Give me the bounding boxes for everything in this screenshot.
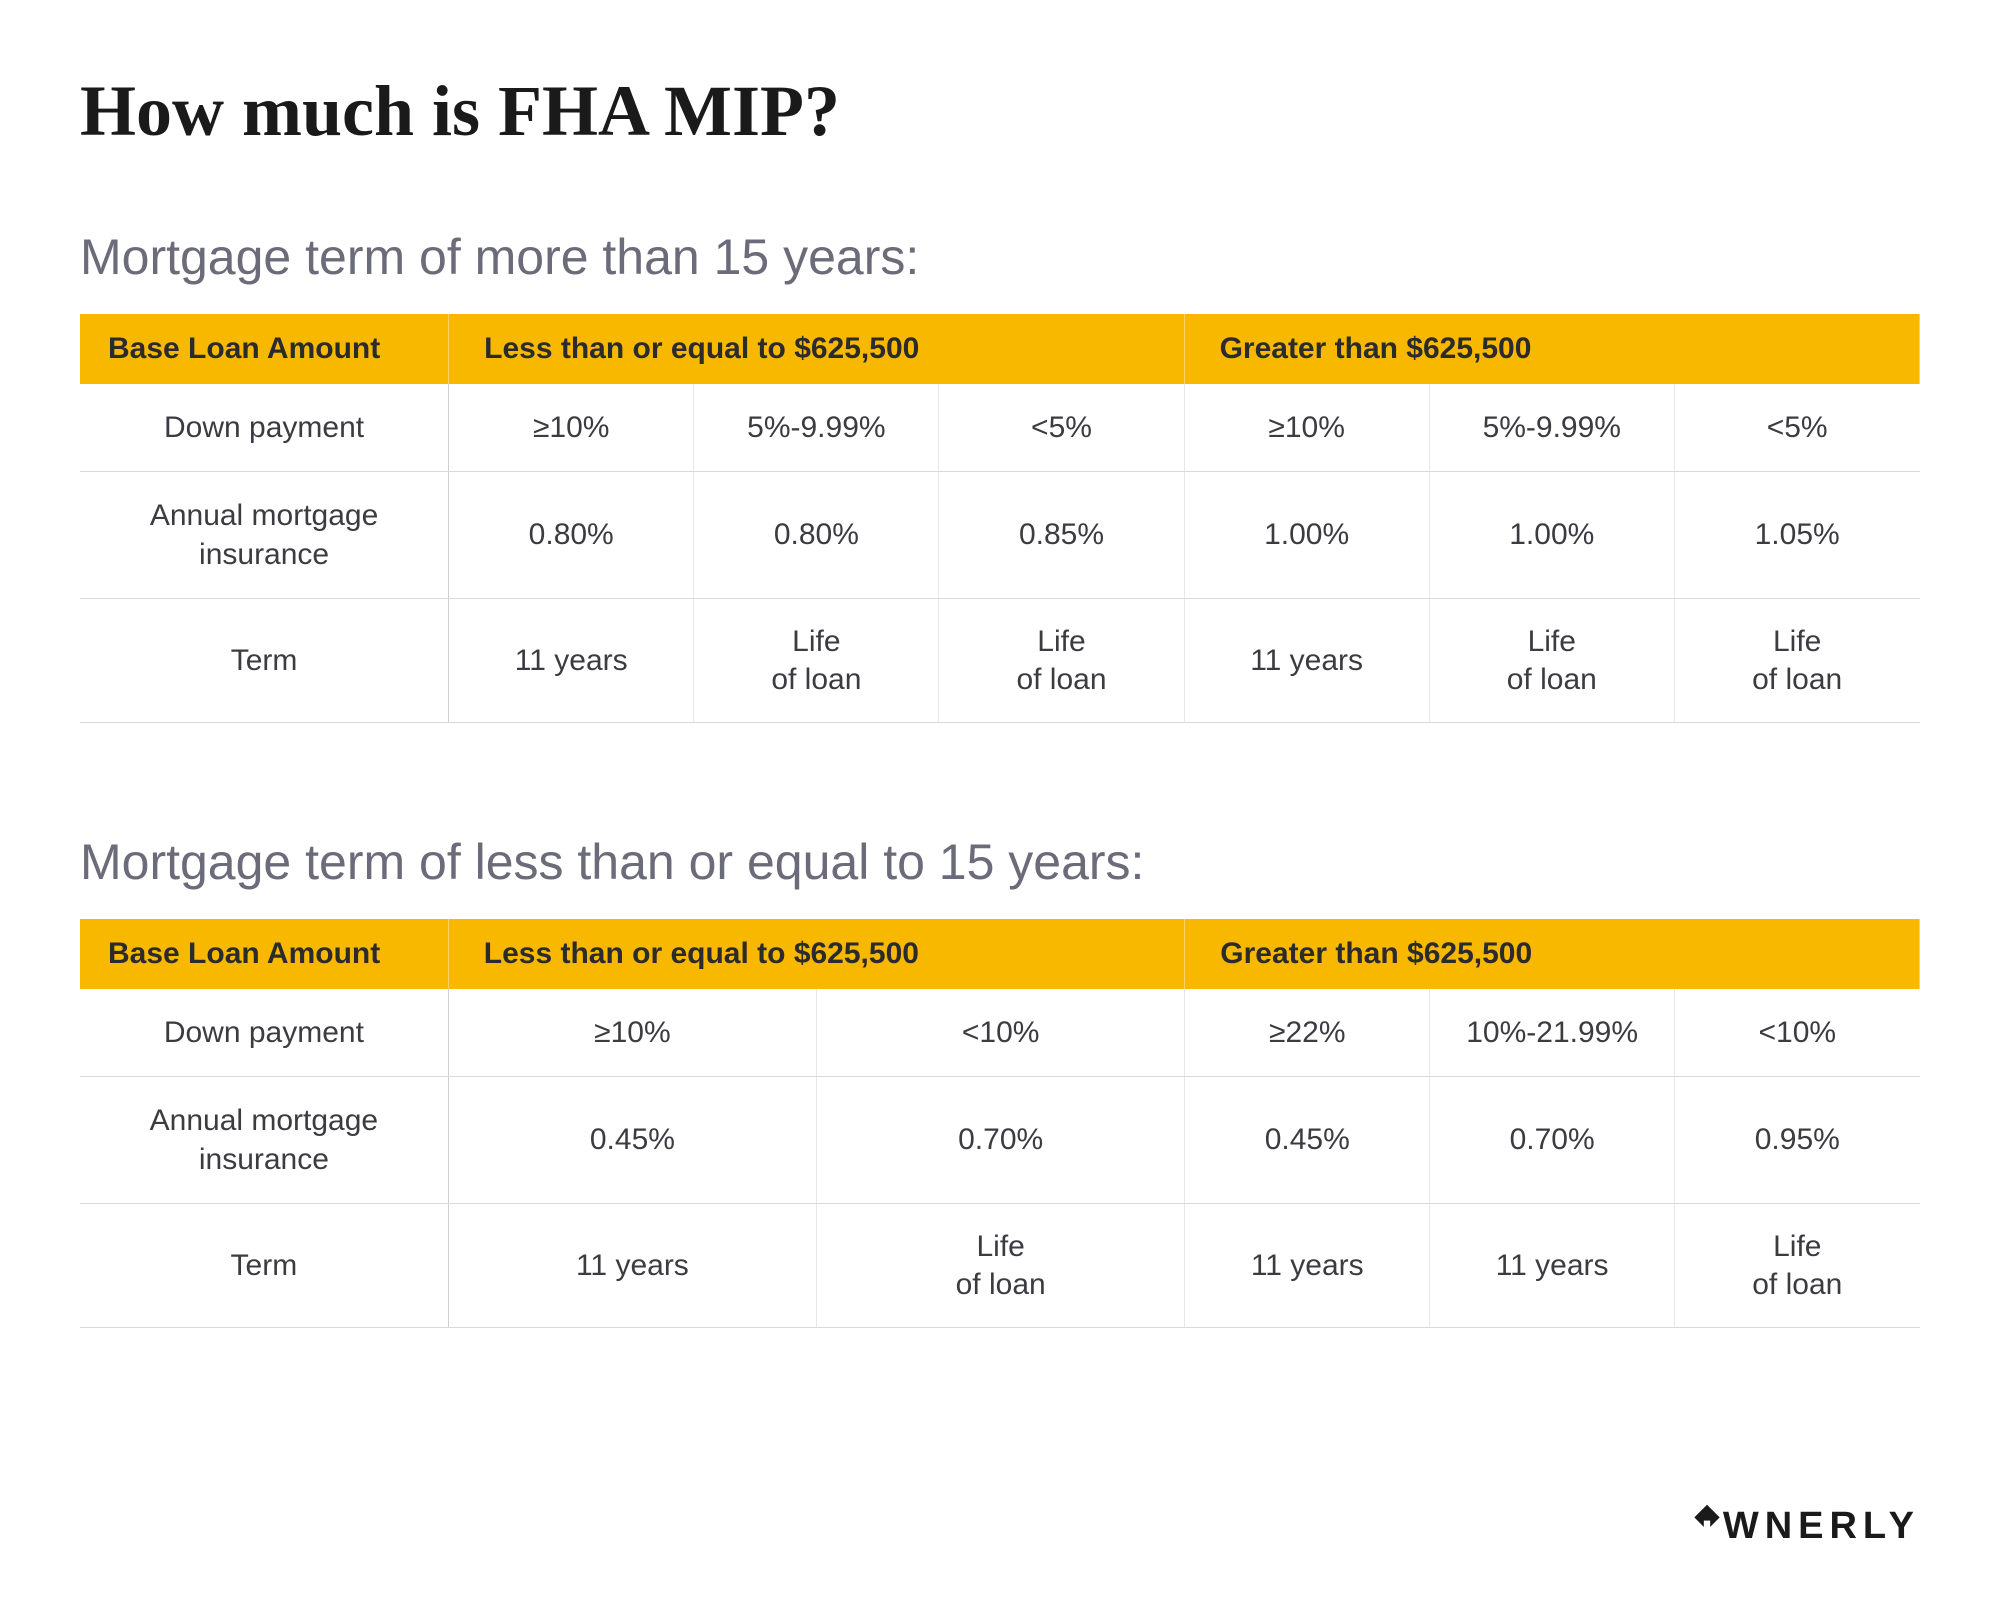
- cell: ≥22%: [1185, 989, 1430, 1077]
- cell: ≥10%: [449, 384, 694, 472]
- row-label-term: Term: [80, 599, 449, 723]
- cell: 0.80%: [694, 472, 939, 599]
- cell: Lifeof loan: [817, 1204, 1185, 1328]
- table-row: Down payment ≥10% <10% ≥22% 10%-21.99% <…: [80, 989, 1920, 1077]
- house-diamond-icon: [1688, 1500, 1726, 1548]
- row-label-annual-mi: Annual mortgageinsurance: [80, 472, 449, 599]
- cell: <10%: [1675, 989, 1920, 1077]
- table-row: Term 11 years Lifeof loan 11 years 11 ye…: [80, 1204, 1920, 1328]
- cell: 1.00%: [1429, 472, 1674, 599]
- cell: 0.80%: [449, 472, 694, 599]
- cell: <5%: [1674, 384, 1919, 472]
- cell: 11 years: [448, 1204, 816, 1328]
- cell: 0.70%: [817, 1077, 1185, 1204]
- cell: 1.00%: [1184, 472, 1429, 599]
- cell: 0.45%: [1185, 1077, 1430, 1204]
- table-row: Down payment ≥10% 5%-9.99% <5% ≥10% 5%-9…: [80, 384, 1920, 472]
- cell: 10%-21.99%: [1430, 989, 1675, 1077]
- cell: 0.70%: [1430, 1077, 1675, 1204]
- cell: 0.95%: [1675, 1077, 1920, 1204]
- cell: 0.45%: [448, 1077, 816, 1204]
- col-header-lte: Less than or equal to $625,500: [449, 314, 1184, 384]
- page-title: How much is FHA MIP?: [80, 70, 1920, 153]
- cell: Lifeof loan: [939, 599, 1184, 723]
- cell: 0.85%: [939, 472, 1184, 599]
- table-row: Term 11 years Lifeof loan Lifeof loan 11…: [80, 599, 1920, 723]
- cell: 5%-9.99%: [694, 384, 939, 472]
- section2-heading: Mortgage term of less than or equal to 1…: [80, 833, 1920, 891]
- row-label-term: Term: [80, 1204, 448, 1328]
- col-header-lte: Less than or equal to $625,500: [448, 919, 1185, 989]
- cell: ≥10%: [448, 989, 816, 1077]
- cell: 11 years: [1184, 599, 1429, 723]
- cell: <5%: [939, 384, 1184, 472]
- cell: Lifeof loan: [1674, 599, 1919, 723]
- row-label-down-payment: Down payment: [80, 384, 449, 472]
- cell: 11 years: [1430, 1204, 1675, 1328]
- brand-logo: WNERLY: [1688, 1502, 1920, 1550]
- row-label-annual-mi: Annual mortgageinsurance: [80, 1077, 448, 1204]
- col-header-gt: Greater than $625,500: [1184, 314, 1919, 384]
- col-header-gt: Greater than $625,500: [1185, 919, 1920, 989]
- cell: Lifeof loan: [1675, 1204, 1920, 1328]
- cell: Lifeof loan: [1429, 599, 1674, 723]
- table-more-than-15-years: Base Loan Amount Less than or equal to $…: [80, 314, 1920, 723]
- col-header-base-loan: Base Loan Amount: [80, 314, 449, 384]
- col-header-base-loan: Base Loan Amount: [80, 919, 448, 989]
- cell: 5%-9.99%: [1429, 384, 1674, 472]
- row-label-down-payment: Down payment: [80, 989, 448, 1077]
- table-row: Annual mortgageinsurance 0.45% 0.70% 0.4…: [80, 1077, 1920, 1204]
- table-lte-15-years: Base Loan Amount Less than or equal to $…: [80, 919, 1920, 1328]
- brand-text: WNERLY: [1723, 1505, 1920, 1548]
- cell: 1.05%: [1674, 472, 1919, 599]
- cell: 11 years: [1185, 1204, 1430, 1328]
- cell: ≥10%: [1184, 384, 1429, 472]
- table-row: Annual mortgageinsurance 0.80% 0.80% 0.8…: [80, 472, 1920, 599]
- cell: 11 years: [449, 599, 694, 723]
- cell: Lifeof loan: [694, 599, 939, 723]
- section1-heading: Mortgage term of more than 15 years:: [80, 228, 1920, 286]
- cell: <10%: [817, 989, 1185, 1077]
